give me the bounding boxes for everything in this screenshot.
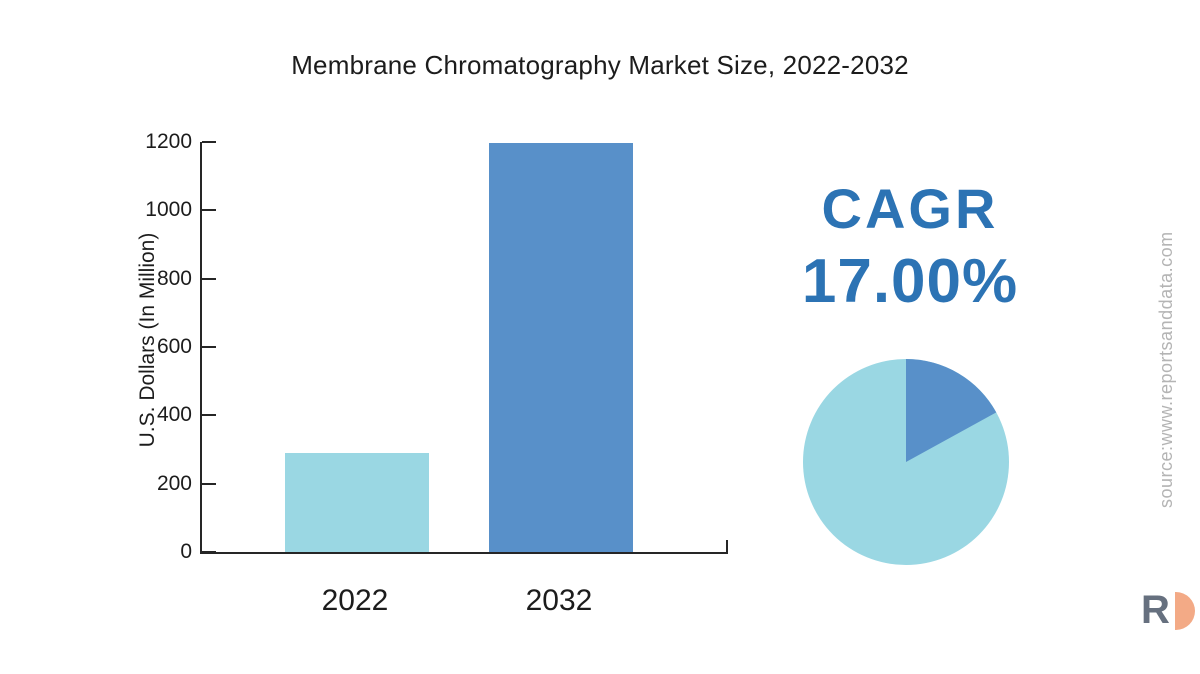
y-tick-label: 1200: [145, 130, 192, 153]
source-note: source:www.reportsanddata.com: [1156, 231, 1176, 508]
y-tick-mark: [202, 346, 216, 348]
pie-svg: [803, 359, 1009, 565]
cagr-block: CAGR 17.00%: [765, 178, 1055, 316]
x-category-label-2022: 2022: [321, 584, 389, 617]
chart-title: Membrane Chromatography Market Size, 202…: [291, 50, 909, 80]
y-tick-mark: [202, 482, 216, 485]
brand-logo: R: [1141, 590, 1200, 632]
y-tick-label: 400: [156, 403, 192, 427]
y-tick-label: 1000: [145, 198, 192, 222]
y-tick-mark: [202, 414, 216, 417]
y-tick-label: 0: [180, 540, 192, 563]
x-axis-end-tick: [726, 540, 728, 552]
y-tick-mark: [202, 551, 216, 553]
y-tick-label: 800: [156, 266, 192, 290]
y-tick-label: 200: [156, 471, 192, 495]
cagr-label: CAGR: [821, 177, 999, 240]
y-tick-label: 600: [156, 335, 192, 358]
bar-2032: [489, 143, 633, 552]
bar-2022: [285, 452, 429, 552]
logo-d-shape: [1175, 592, 1195, 630]
pie-cagr-slice: [906, 359, 997, 462]
logo-letter-r: R: [1141, 588, 1170, 632]
cagr-pie-chart: [803, 359, 1009, 565]
y-tick-mark: [202, 209, 216, 212]
cagr-value: 17.00%: [801, 247, 1019, 316]
y-tick-mark: [202, 277, 216, 280]
y-tick-mark: [202, 141, 216, 143]
bar-chart-plot-area: 0 200 400 600 800 1000 1200: [145, 130, 728, 563]
x-category-label-2032: 2032: [525, 584, 593, 617]
